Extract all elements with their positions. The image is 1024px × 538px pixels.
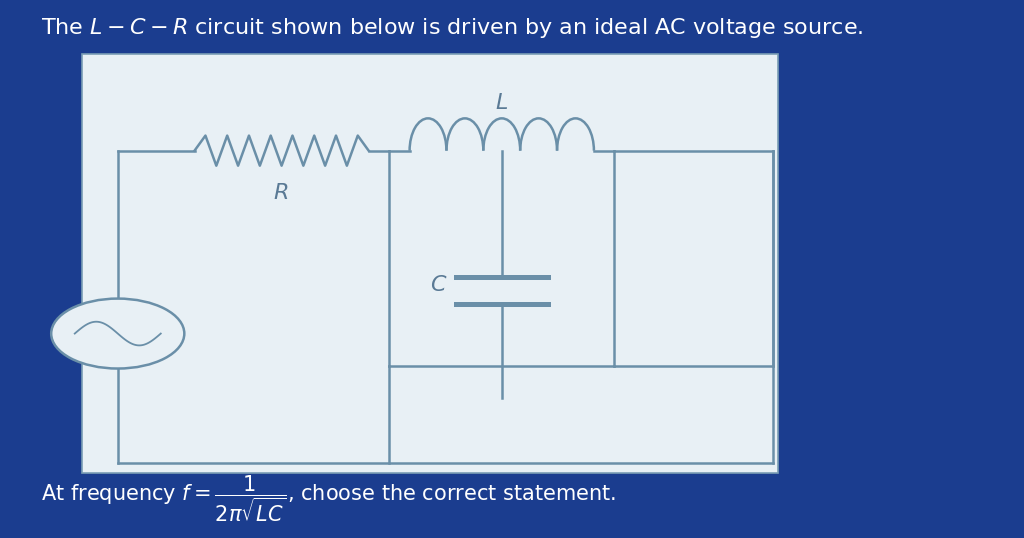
Text: C: C	[430, 275, 445, 295]
Text: The $L - C - R$ circuit shown below is driven by an ideal AC voltage source.: The $L - C - R$ circuit shown below is d…	[41, 16, 863, 40]
Circle shape	[51, 299, 184, 369]
Text: R: R	[273, 183, 290, 203]
Text: At frequency $f = \dfrac{1}{2\pi\sqrt{LC}}$, choose the correct statement.: At frequency $f = \dfrac{1}{2\pi\sqrt{LC…	[41, 473, 616, 525]
Text: L: L	[496, 93, 508, 113]
Bar	[82, 54, 778, 473]
